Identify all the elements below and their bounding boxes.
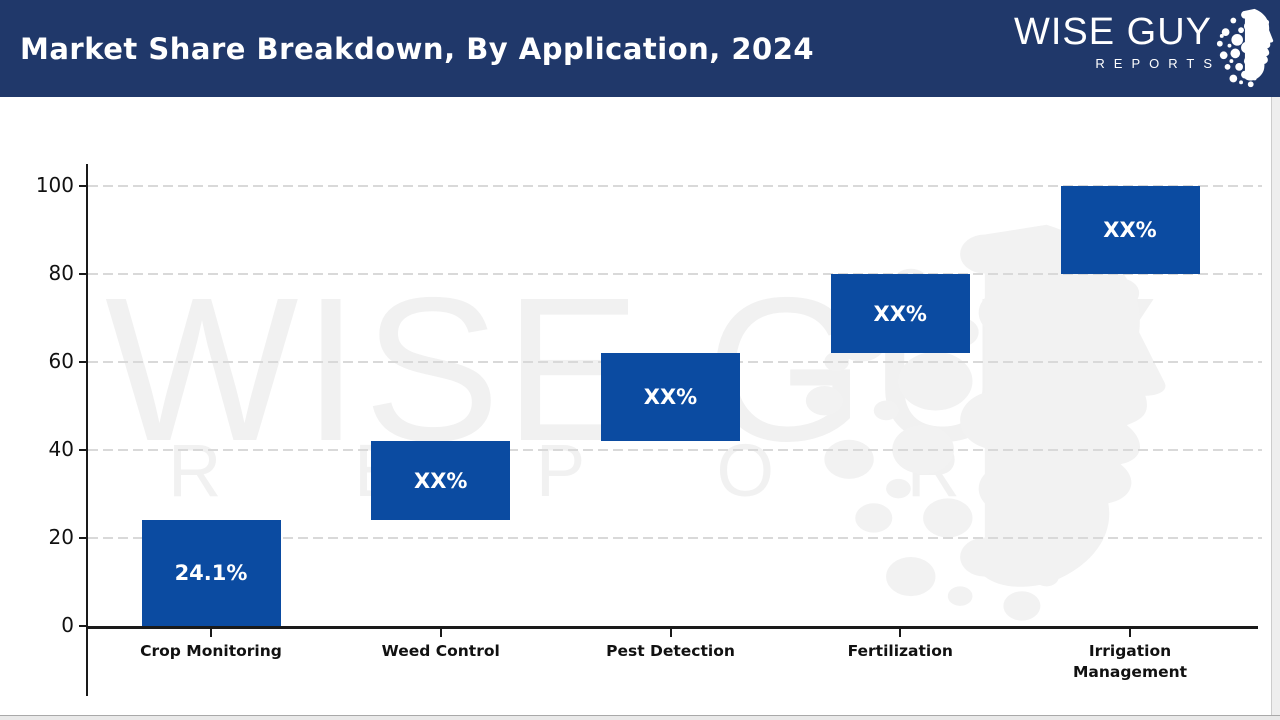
chart-title: Market Share Breakdown, By Application, … — [20, 31, 815, 66]
y-tick — [79, 361, 87, 363]
bar-value-label: 24.1% — [174, 560, 248, 585]
bottom-edge-strip — [0, 715, 1280, 720]
bar-value-label: XX% — [414, 468, 468, 493]
bar-value-label: XX% — [1103, 218, 1157, 242]
logo-head-icon — [1216, 8, 1274, 88]
bar-weed-control: XX% — [371, 441, 511, 520]
x-tick — [669, 629, 672, 637]
x-tick — [899, 629, 902, 637]
logo-wordmark: WISE GUY — [1013, 11, 1212, 53]
y-tick — [79, 625, 87, 627]
bar-crop-monitoring: 24.1% — [141, 519, 281, 626]
right-edge-strip — [1271, 97, 1280, 716]
x-axis-line — [86, 626, 1258, 629]
y-tick — [79, 449, 87, 451]
y-axis-tick-label: 100 — [35, 173, 74, 197]
bar-fertilization: XX% — [830, 274, 970, 354]
y-axis-line — [86, 164, 88, 696]
y-axis-tick-label: 60 — [48, 349, 74, 373]
x-tick — [210, 629, 212, 637]
gridline — [88, 185, 1262, 187]
y-tick — [79, 273, 87, 275]
x-tick — [439, 629, 442, 637]
x-axis-label: Crop Monitoring — [140, 642, 282, 660]
y-tick — [79, 537, 87, 539]
x-axis-label: Fertilization — [847, 642, 953, 660]
gridline — [88, 273, 1262, 275]
y-axis-tick-label: 20 — [48, 525, 74, 549]
y-tick — [79, 185, 87, 187]
logo-subtitle: REPORTS — [1095, 56, 1221, 71]
header-bar: Market Share Breakdown, By Application, … — [0, 0, 1280, 97]
bar-irrigation-management: XX% — [1060, 186, 1200, 274]
bar-value-label: XX% — [873, 301, 927, 326]
plot-area: 0 20 40 60 80 100 24.1% Crop Monitoring XX% Weed … — [0, 97, 1280, 717]
gridline — [88, 537, 1262, 539]
bar-value-label: XX% — [643, 385, 698, 410]
x-axis-label: Pest Detection — [606, 642, 735, 660]
y-axis-tick-label: 0 — [61, 613, 74, 637]
gridline — [88, 449, 1262, 451]
bar-pest-detection: XX% — [601, 353, 740, 442]
wiseguy-logo: WISE GUY REPORTS — [1014, 13, 1212, 70]
x-axis-label: Irrigation Management — [1072, 642, 1188, 681]
y-axis-tick-label: 80 — [48, 261, 74, 285]
x-axis-label: Weed Control — [381, 642, 500, 660]
x-tick — [1129, 629, 1131, 637]
y-axis-tick-label: 40 — [48, 437, 74, 461]
